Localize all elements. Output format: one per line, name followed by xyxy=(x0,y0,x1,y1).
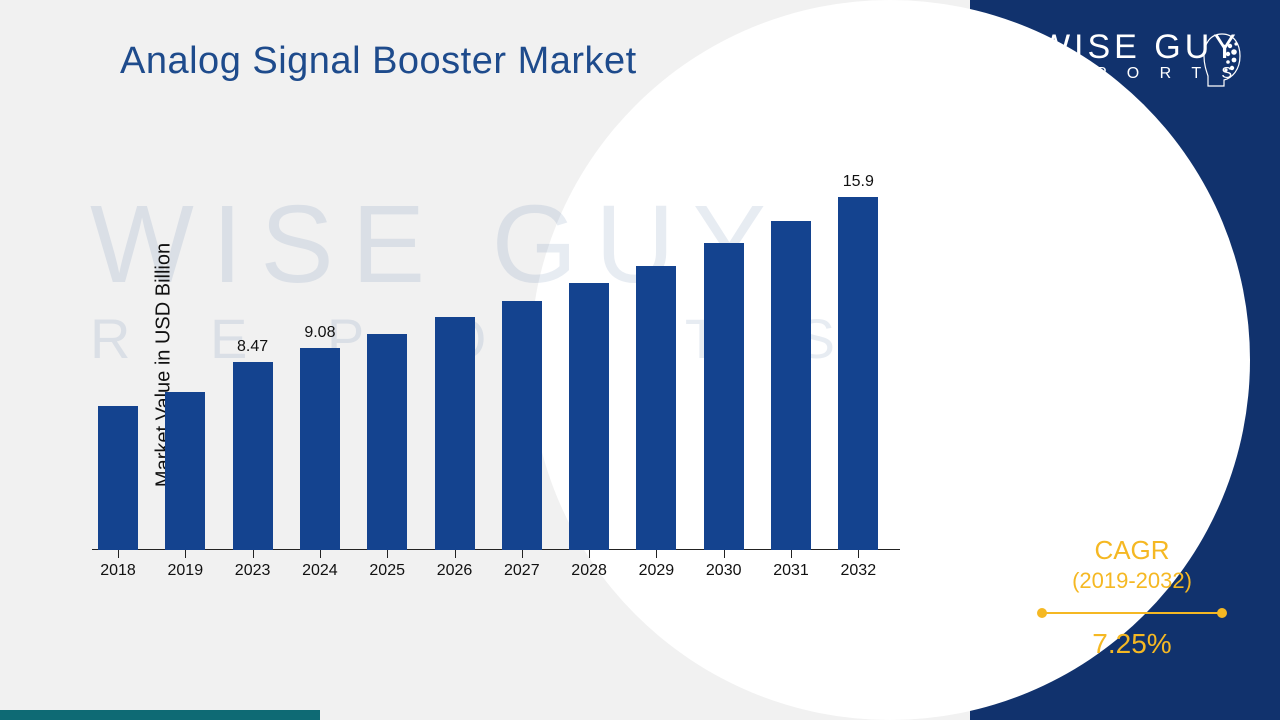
x-tick xyxy=(320,550,321,558)
cagr-range: (2019-2032) xyxy=(1022,568,1242,594)
bar-2030 xyxy=(704,150,744,550)
bar-chart: Market Value in USD Billion 201820198.47… xyxy=(70,150,900,580)
x-category-label: 2027 xyxy=(504,562,540,580)
bar-fill xyxy=(367,334,407,550)
x-category-label: 2026 xyxy=(437,562,473,580)
x-category-label: 2029 xyxy=(639,562,675,580)
bar-2031 xyxy=(771,150,811,550)
x-category-label: 2032 xyxy=(841,562,877,580)
x-category-label: 2019 xyxy=(168,562,204,580)
chart-title: Analog Signal Booster Market xyxy=(120,40,637,83)
cagr-label: CAGR xyxy=(1022,535,1242,566)
bar-fill xyxy=(300,348,340,550)
cagr-block: CAGR (2019-2032) 7.25% xyxy=(1022,535,1242,660)
bar-fill xyxy=(435,317,475,550)
bar-2029 xyxy=(636,150,676,550)
report-canvas: WISE GUY R E P O R T S Analog Signal Boo… xyxy=(0,0,1280,720)
brand-logo: WISE GUY R E P O R T S xyxy=(990,28,1240,83)
bar-2024: 9.08 xyxy=(300,150,340,550)
bar-2018 xyxy=(98,150,138,550)
x-tick xyxy=(522,550,523,558)
bar-fill xyxy=(502,301,542,550)
x-tick xyxy=(724,550,725,558)
bar-2019 xyxy=(165,150,205,550)
bar-fill xyxy=(98,406,138,550)
x-category-label: 2030 xyxy=(706,562,742,580)
bar-2023: 8.47 xyxy=(233,150,273,550)
x-tick xyxy=(387,550,388,558)
cagr-value: 7.25% xyxy=(1022,628,1242,660)
cagr-divider xyxy=(1042,612,1222,614)
bar-fill xyxy=(233,362,273,550)
bar-value-label: 15.9 xyxy=(843,173,874,191)
bar-2026 xyxy=(435,150,475,550)
bar-fill xyxy=(771,221,811,550)
x-tick xyxy=(656,550,657,558)
x-tick xyxy=(791,550,792,558)
x-tick xyxy=(858,550,859,558)
x-category-label: 2025 xyxy=(369,562,405,580)
bar-fill xyxy=(704,243,744,550)
head-icon xyxy=(1200,32,1244,88)
bar-value-label: 9.08 xyxy=(304,324,335,342)
x-tick xyxy=(589,550,590,558)
x-category-label: 2023 xyxy=(235,562,271,580)
x-category-label: 2028 xyxy=(571,562,607,580)
bar-2025 xyxy=(367,150,407,550)
bar-2028 xyxy=(569,150,609,550)
x-tick xyxy=(118,550,119,558)
plot-area: 201820198.4720239.0820242025202620272028… xyxy=(92,150,900,550)
x-category-label: 2018 xyxy=(100,562,136,580)
bar-fill xyxy=(569,283,609,550)
bar-2027 xyxy=(502,150,542,550)
bar-fill xyxy=(636,266,676,550)
bar-value-label: 8.47 xyxy=(237,338,268,356)
footer-accent-bar xyxy=(0,710,320,720)
bar-fill xyxy=(838,197,878,550)
x-tick xyxy=(185,550,186,558)
bar-2032: 15.9 xyxy=(838,150,878,550)
bar-fill xyxy=(165,392,205,550)
x-category-label: 2024 xyxy=(302,562,338,580)
x-tick xyxy=(455,550,456,558)
x-category-label: 2031 xyxy=(773,562,809,580)
x-tick xyxy=(253,550,254,558)
